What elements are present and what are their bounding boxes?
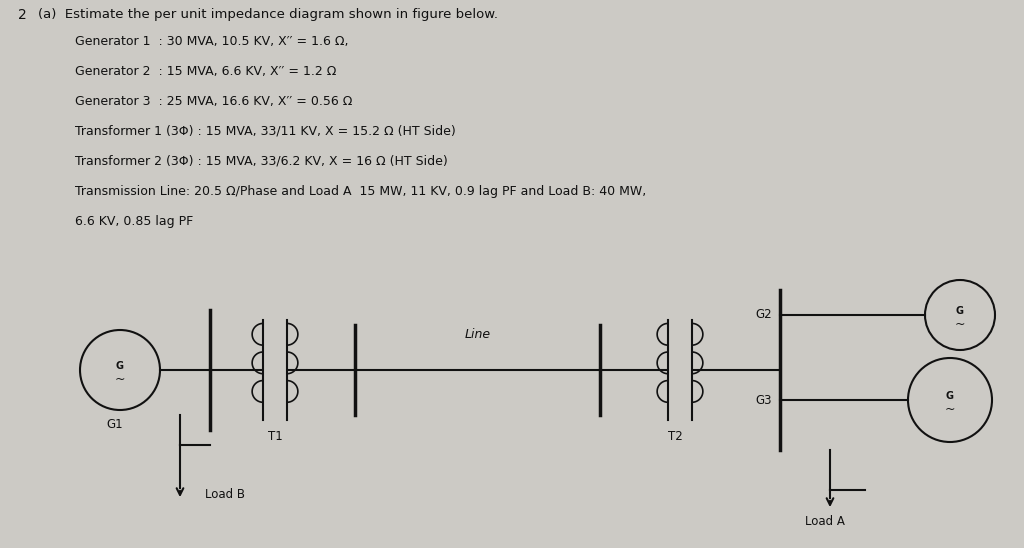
Text: T1: T1: [267, 430, 283, 443]
Text: T2: T2: [668, 430, 682, 443]
Text: (a)  Estimate the per unit impedance diagram shown in figure below.: (a) Estimate the per unit impedance diag…: [38, 8, 498, 21]
Text: Line: Line: [465, 328, 490, 341]
Text: Transformer 2 (3Φ) : 15 MVA, 33/6.2 KV, X = 16 Ω (HT Side): Transformer 2 (3Φ) : 15 MVA, 33/6.2 KV, …: [75, 155, 447, 168]
Text: Transformer 1 (3Φ) : 15 MVA, 33/11 KV, X = 15.2 Ω (HT Side): Transformer 1 (3Φ) : 15 MVA, 33/11 KV, X…: [75, 125, 456, 138]
Text: 2: 2: [18, 8, 27, 22]
Text: Load A: Load A: [805, 515, 845, 528]
Text: G1: G1: [106, 418, 123, 431]
Text: Load B: Load B: [205, 488, 245, 501]
Text: Transmission Line: 20.5 Ω/Phase and Load A  15 MW, 11 KV, 0.9 lag PF and Load B:: Transmission Line: 20.5 Ω/Phase and Load…: [75, 185, 646, 198]
Text: G: G: [956, 306, 964, 316]
Text: ~: ~: [115, 373, 125, 385]
Text: G: G: [116, 361, 124, 371]
Text: ~: ~: [954, 317, 966, 330]
Text: G3: G3: [756, 393, 772, 407]
Text: Generator 3  : 25 MVA, 16.6 KV, X′′ = 0.56 Ω: Generator 3 : 25 MVA, 16.6 KV, X′′ = 0.5…: [75, 95, 352, 108]
Text: G: G: [946, 391, 954, 401]
Text: Generator 1  : 30 MVA, 10.5 KV, X′′ = 1.6 Ω,: Generator 1 : 30 MVA, 10.5 KV, X′′ = 1.6…: [75, 35, 348, 48]
Text: 6.6 KV, 0.85 lag PF: 6.6 KV, 0.85 lag PF: [75, 215, 194, 228]
Text: Generator 2  : 15 MVA, 6.6 KV, X′′ = 1.2 Ω: Generator 2 : 15 MVA, 6.6 KV, X′′ = 1.2 …: [75, 65, 336, 78]
Text: G2: G2: [756, 309, 772, 322]
Text: ~: ~: [945, 402, 955, 415]
